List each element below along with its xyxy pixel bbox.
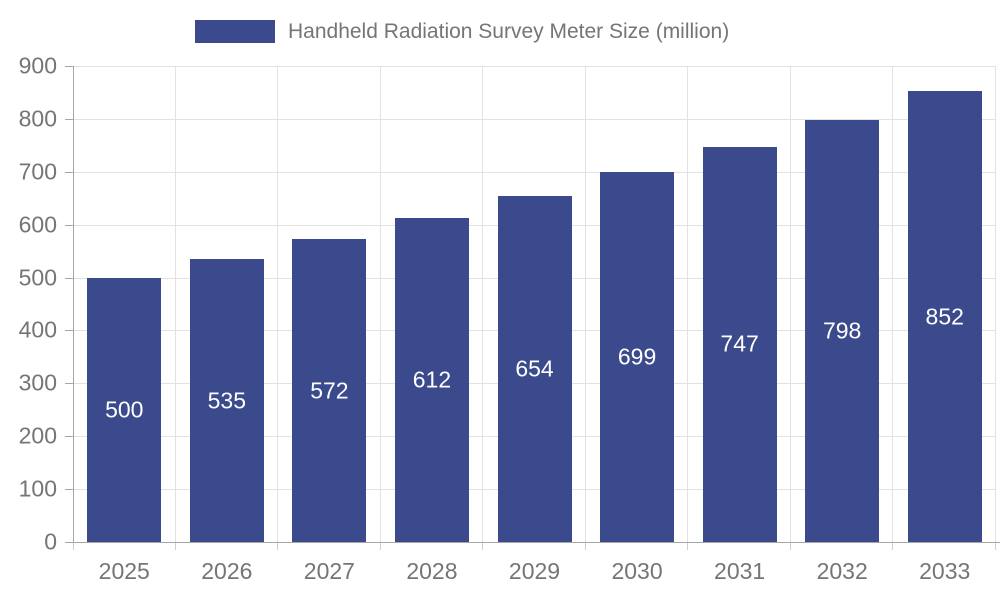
x-axis-tick xyxy=(789,542,791,550)
x-axis-tick xyxy=(482,542,484,550)
y-tick-label: 200 xyxy=(18,422,57,449)
x-axis-tick xyxy=(892,542,894,550)
y-axis-tick xyxy=(65,436,73,438)
bar-value-label: 654 xyxy=(515,355,554,382)
gridline-vertical xyxy=(687,66,689,542)
y-axis-tick xyxy=(65,489,73,491)
bar xyxy=(394,218,469,542)
y-tick-label: 300 xyxy=(18,369,57,396)
bar-value-label: 699 xyxy=(617,343,657,370)
gridline-vertical xyxy=(482,66,484,542)
x-tick-label: 2025 xyxy=(98,558,150,584)
bar-value-label: 572 xyxy=(310,377,349,404)
bar xyxy=(292,239,367,542)
gridline-vertical xyxy=(174,66,176,542)
x-axis-tick xyxy=(687,542,689,550)
y-tick-label: 600 xyxy=(18,211,57,238)
x-tick-label: 2031 xyxy=(714,558,766,584)
y-axis-tick xyxy=(65,330,73,332)
bar xyxy=(805,119,880,542)
y-axis-tick xyxy=(65,66,73,67)
y-axis-line xyxy=(73,66,74,542)
y-axis-tick xyxy=(65,383,73,385)
bar-value-label: 798 xyxy=(822,317,862,344)
x-axis-tick xyxy=(995,542,996,550)
y-axis-tick xyxy=(65,277,73,279)
plot-area: 0 100 200 300 400 500 600 700 800 900 500 2025 535 20… xyxy=(19,53,1000,584)
y-tick-label: 0 xyxy=(44,528,57,555)
x-tick-label: 2032 xyxy=(816,558,868,584)
y-axis-tick xyxy=(65,171,73,173)
bar-value-label: 500 xyxy=(105,396,144,423)
y-tick-label: 100 xyxy=(18,475,57,502)
x-axis-tick xyxy=(174,542,176,550)
bar xyxy=(189,259,264,542)
bar-value-label: 852 xyxy=(925,303,964,330)
y-tick-label: 800 xyxy=(18,105,57,132)
gridline-vertical xyxy=(584,66,586,542)
x-tick-label: 2027 xyxy=(303,558,355,584)
bar-value-label: 535 xyxy=(207,387,247,414)
x-axis-line xyxy=(72,542,1000,543)
x-axis-tick xyxy=(379,542,381,550)
gridline-horizontal xyxy=(73,171,996,173)
legend-swatch xyxy=(195,20,275,43)
bar xyxy=(702,146,777,542)
y-tick-label: 500 xyxy=(18,264,57,291)
x-tick-label: 2028 xyxy=(406,558,458,584)
x-tick-label: 2030 xyxy=(611,558,663,584)
x-axis-tick xyxy=(277,542,279,550)
bar-value-label: 747 xyxy=(720,330,759,357)
gridline-vertical xyxy=(892,66,894,542)
y-axis-tick xyxy=(65,224,73,226)
x-axis-tick xyxy=(584,542,586,550)
bar xyxy=(497,196,572,542)
y-tick-label: 400 xyxy=(18,316,57,343)
bar xyxy=(907,91,982,542)
x-tick-label: 2026 xyxy=(201,558,253,584)
gridline-horizontal xyxy=(73,66,996,67)
y-tick-label: 900 xyxy=(18,52,57,79)
legend-label: Handheld Radiation Survey Meter Size (mi… xyxy=(288,20,730,43)
bar-value-label: 612 xyxy=(412,366,452,393)
bar xyxy=(87,277,162,542)
gridline-horizontal xyxy=(73,118,996,120)
x-tick-label: 2029 xyxy=(508,558,561,584)
y-tick-label: 700 xyxy=(18,158,57,185)
y-axis-tick xyxy=(65,118,73,120)
gridline-vertical xyxy=(995,66,996,542)
y-axis-tick xyxy=(65,542,73,543)
gridline-vertical xyxy=(379,66,381,542)
x-axis-tick xyxy=(73,542,74,550)
x-tick-label: 2033 xyxy=(919,558,971,584)
bar xyxy=(600,172,675,542)
chart-legend[interactable]: Handheld Radiation Survey Meter Size (mi… xyxy=(195,20,729,43)
gridline-vertical xyxy=(789,66,791,542)
gridline-vertical xyxy=(277,66,279,542)
